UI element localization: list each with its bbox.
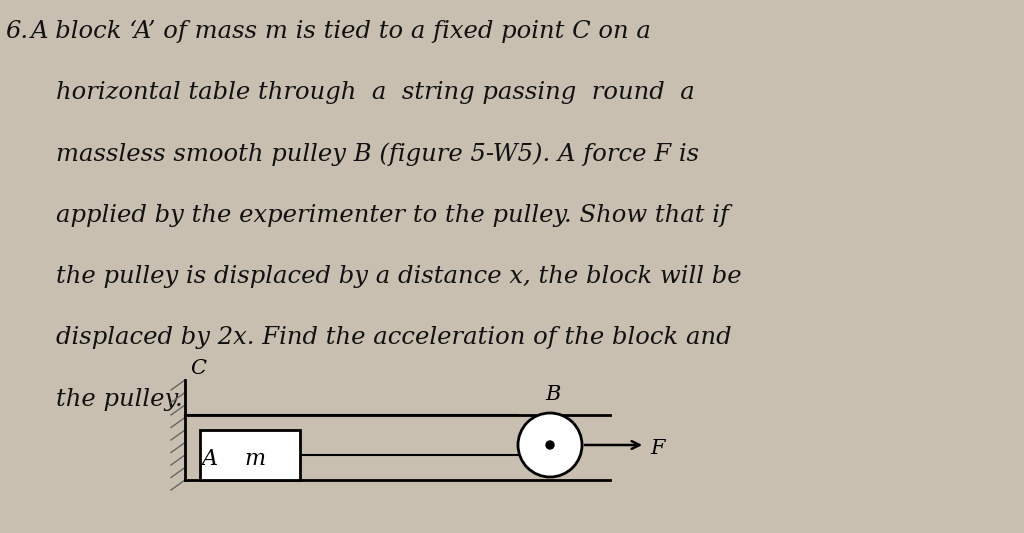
Text: horizontal table through  a  string passing  round  a: horizontal table through a string passin… bbox=[56, 82, 695, 104]
Bar bbox=[200, 430, 300, 480]
Text: displaced by 2x. Find the acceleration of the block and: displaced by 2x. Find the acceleration o… bbox=[56, 327, 732, 350]
Text: F: F bbox=[650, 439, 665, 457]
Circle shape bbox=[518, 413, 582, 477]
Text: C: C bbox=[190, 359, 206, 378]
Text: the pulley.: the pulley. bbox=[56, 388, 183, 411]
Text: m: m bbox=[245, 448, 265, 470]
Text: B: B bbox=[545, 385, 560, 404]
Text: 6.: 6. bbox=[5, 20, 28, 43]
Text: applied by the experimenter to the pulley. Show that if: applied by the experimenter to the pulle… bbox=[56, 204, 729, 227]
Circle shape bbox=[546, 441, 554, 449]
Text: A: A bbox=[202, 448, 218, 470]
Text: A block ‘A’ of mass m is tied to a fixed point C on a: A block ‘A’ of mass m is tied to a fixed… bbox=[31, 20, 651, 43]
Text: massless smooth pulley B (figure 5-W5). A force F is: massless smooth pulley B (figure 5-W5). … bbox=[56, 143, 699, 166]
Text: the pulley is displaced by a distance x, the block will be: the pulley is displaced by a distance x,… bbox=[56, 265, 742, 288]
